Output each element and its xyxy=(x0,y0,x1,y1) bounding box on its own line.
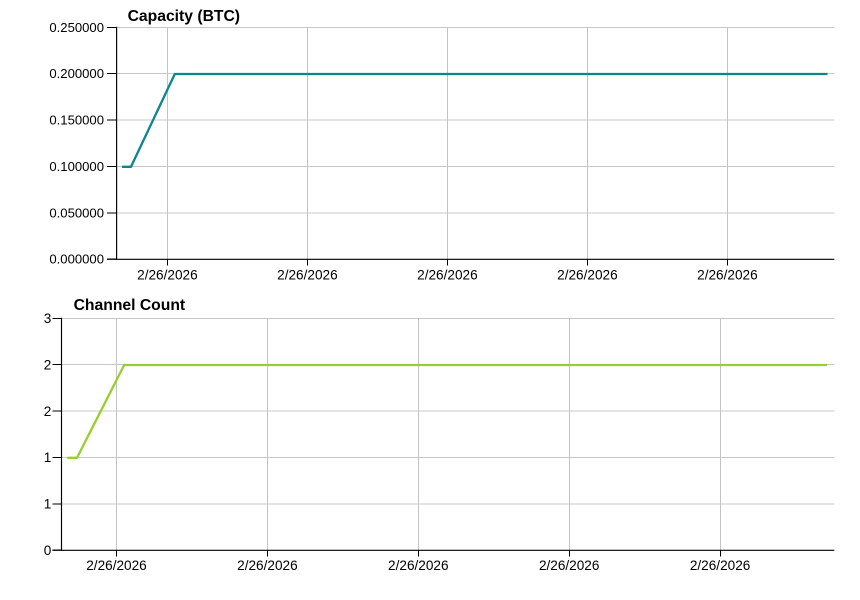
svg-text:0: 0 xyxy=(44,543,52,558)
svg-text:0.250000: 0.250000 xyxy=(49,20,104,35)
svg-text:2/26/2026: 2/26/2026 xyxy=(137,268,197,283)
svg-text:2/26/2026: 2/26/2026 xyxy=(557,268,617,283)
svg-text:2: 2 xyxy=(44,404,52,419)
svg-text:0.100000: 0.100000 xyxy=(49,159,104,174)
svg-text:2/26/2026: 2/26/2026 xyxy=(86,558,146,573)
svg-text:Capacity (BTC): Capacity (BTC) xyxy=(128,8,240,25)
svg-text:3: 3 xyxy=(44,311,52,326)
svg-text:0.050000: 0.050000 xyxy=(49,205,104,220)
svg-text:1: 1 xyxy=(44,450,52,465)
svg-text:0.000000: 0.000000 xyxy=(49,252,104,267)
svg-text:1: 1 xyxy=(44,497,52,512)
svg-text:2/26/2026: 2/26/2026 xyxy=(237,558,297,573)
svg-text:2/26/2026: 2/26/2026 xyxy=(277,268,337,283)
svg-text:2: 2 xyxy=(44,358,52,373)
svg-text:Channel Count: Channel Count xyxy=(74,297,186,314)
svg-text:2/26/2026: 2/26/2026 xyxy=(539,558,599,573)
svg-text:0.200000: 0.200000 xyxy=(49,66,104,81)
svg-text:2/26/2026: 2/26/2026 xyxy=(697,268,757,283)
svg-text:2/26/2026: 2/26/2026 xyxy=(388,558,448,573)
svg-text:0.150000: 0.150000 xyxy=(49,113,104,128)
svg-text:2/26/2026: 2/26/2026 xyxy=(417,268,477,283)
svg-text:2/26/2026: 2/26/2026 xyxy=(690,558,750,573)
